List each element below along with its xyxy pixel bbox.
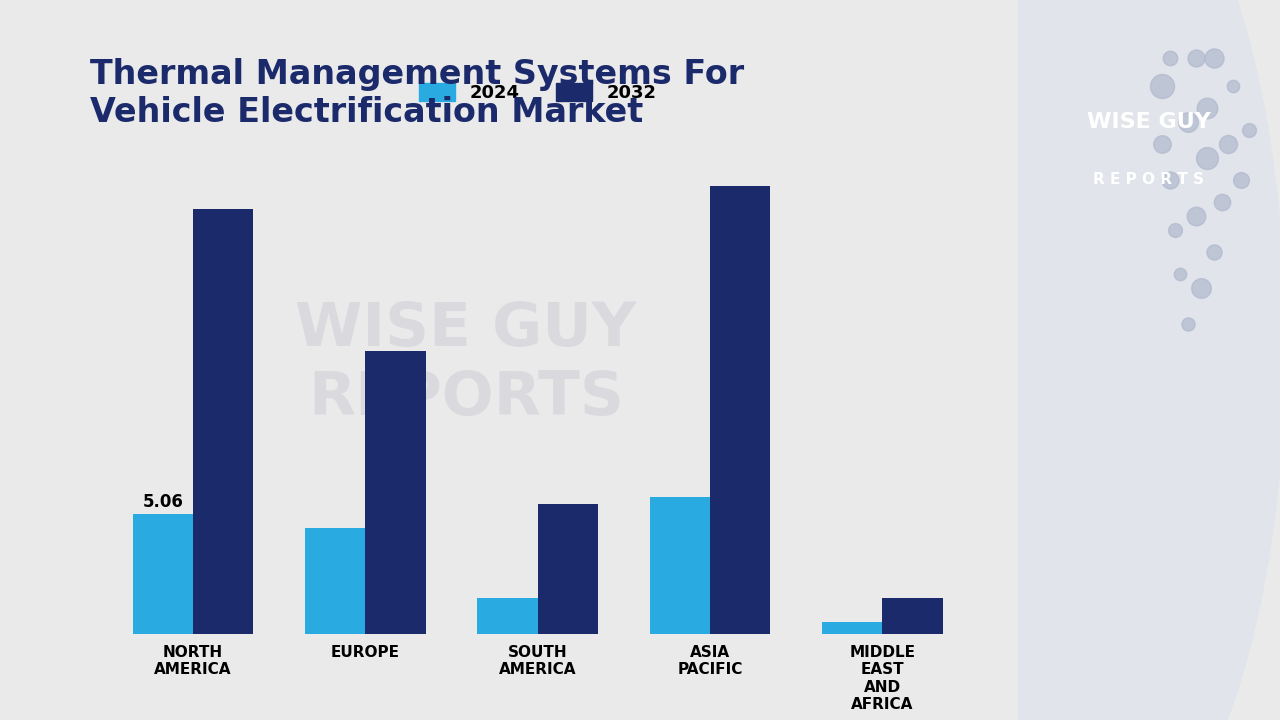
- Text: WISE GUY: WISE GUY: [1087, 112, 1211, 132]
- Point: [1152, 81, 1172, 92]
- Bar: [650, 497, 710, 634]
- Point: [1152, 138, 1172, 150]
- Point: [1160, 52, 1180, 63]
- Point: [1197, 102, 1217, 114]
- Bar: [882, 598, 942, 634]
- Point: [1217, 138, 1238, 150]
- Point: [1165, 225, 1185, 236]
- Circle shape: [908, 0, 1280, 720]
- Point: [1222, 81, 1243, 92]
- Bar: [193, 210, 253, 634]
- Bar: [305, 528, 365, 634]
- Point: [1160, 174, 1180, 186]
- Bar: [133, 514, 193, 634]
- Bar: [477, 598, 538, 634]
- Point: [1185, 52, 1206, 63]
- Text: Thermal Management Systems For
Vehicle Electrification Market: Thermal Management Systems For Vehicle E…: [90, 58, 744, 129]
- Bar: [365, 351, 426, 634]
- Point: [1230, 174, 1251, 186]
- Point: [1185, 210, 1206, 222]
- Bar: [538, 504, 598, 634]
- Point: [1170, 268, 1190, 279]
- Point: [1204, 52, 1225, 63]
- Point: [1212, 196, 1233, 207]
- Point: [1238, 124, 1258, 135]
- Point: [1197, 153, 1217, 164]
- Point: [1178, 318, 1198, 330]
- Text: WISE GUY
REPORTS: WISE GUY REPORTS: [296, 300, 636, 428]
- Point: [1178, 117, 1198, 128]
- Bar: [822, 622, 882, 634]
- Bar: [710, 186, 771, 634]
- Text: 5.06: 5.06: [142, 492, 183, 510]
- Text: R E P O R T S: R E P O R T S: [1093, 173, 1204, 187]
- Point: [1190, 282, 1211, 294]
- Legend: 2024, 2032: 2024, 2032: [419, 83, 657, 102]
- Point: [1204, 246, 1225, 258]
